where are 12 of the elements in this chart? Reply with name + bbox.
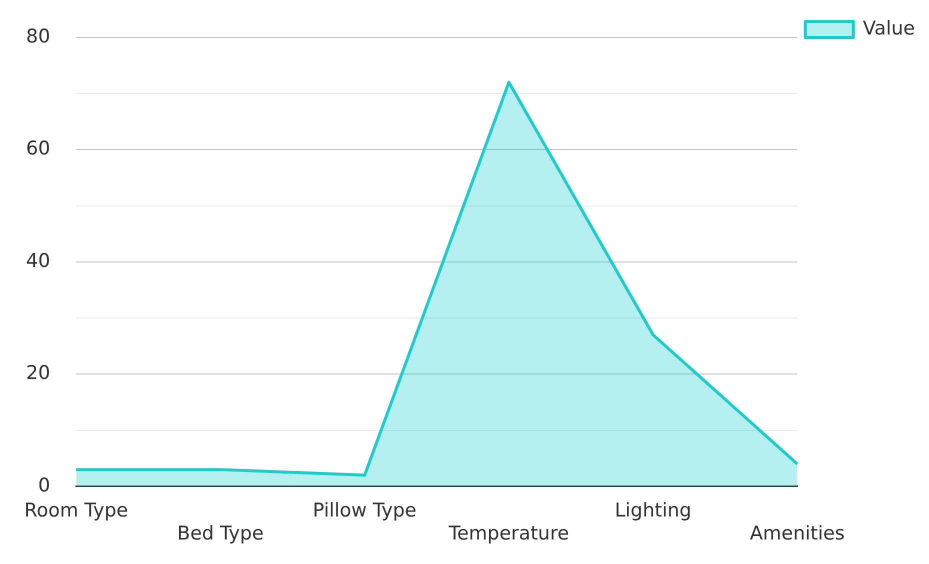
x-tick-label: Temperature <box>448 522 570 545</box>
x-tick-label: Pillow Type <box>312 500 417 522</box>
y-tick-label: 20 <box>26 362 50 384</box>
legend-label: Value <box>862 17 916 40</box>
y-tick-label: 0 <box>38 474 50 496</box>
y-tick-label: 40 <box>26 250 50 272</box>
y-tick-label: 60 <box>26 138 50 160</box>
x-tick-label: Amenities <box>750 522 845 545</box>
y-tick-label: 80 <box>26 25 50 48</box>
x-tick-label: Lighting <box>614 500 692 522</box>
x-tick-label: Room Type <box>24 500 128 522</box>
x-tick-label: Bed Type <box>177 522 264 545</box>
